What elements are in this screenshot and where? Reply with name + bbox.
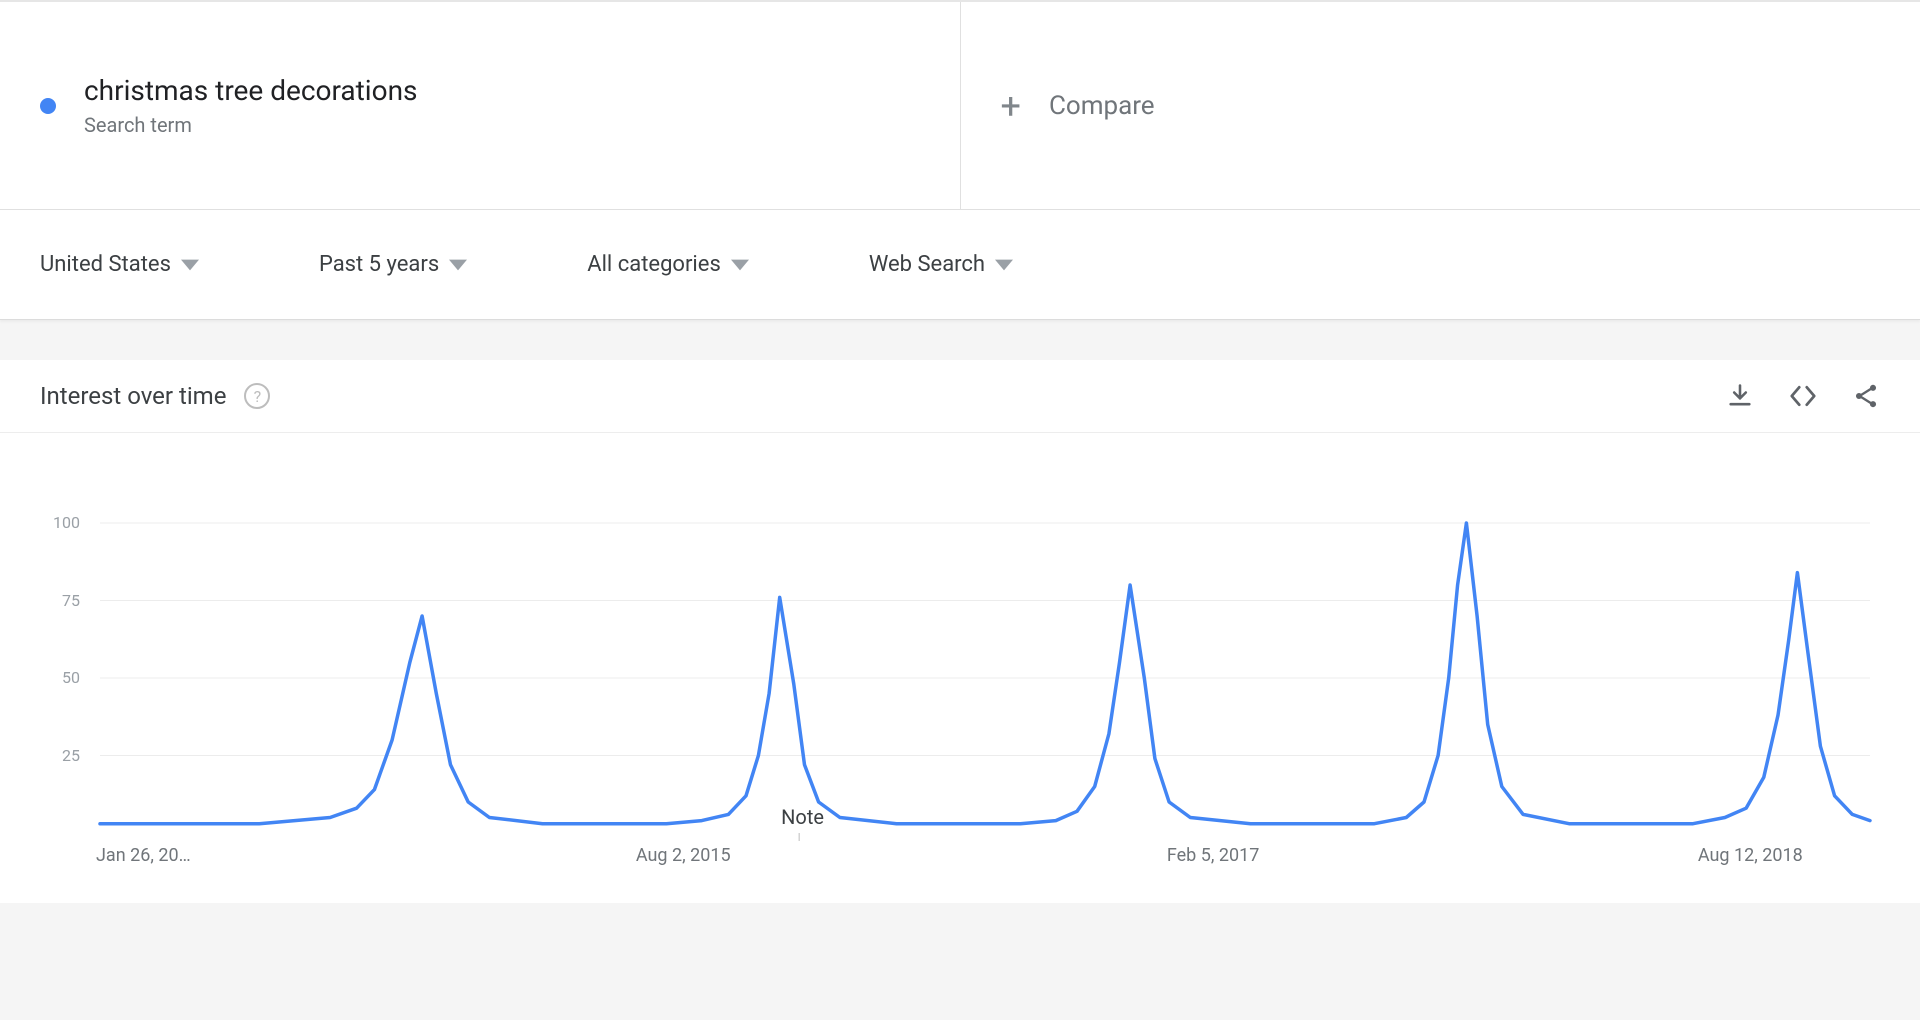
series-color-dot	[40, 98, 56, 114]
add-compare-button[interactable]: + Compare	[960, 2, 1920, 209]
x-tick-label: Jan 26, 20…	[96, 845, 191, 866]
filters-row: United States Past 5 years All categorie…	[0, 210, 1920, 320]
chart-header: Interest over time ?	[0, 360, 1920, 433]
filter-region-label: United States	[40, 252, 171, 277]
search-term-subtitle: Search term	[84, 113, 417, 137]
search-term-row: christmas tree decorations Search term +…	[0, 0, 1920, 210]
x-tick-label: Aug 2, 2015	[636, 845, 731, 866]
chevron-down-icon	[731, 259, 749, 271]
chevron-down-icon	[449, 259, 467, 271]
search-term-text: christmas tree decorations Search term	[84, 74, 417, 138]
filter-region[interactable]: United States	[40, 252, 199, 277]
chart-title: Interest over time	[40, 382, 226, 410]
y-tick-label: 25	[40, 746, 80, 765]
x-tick-label: Feb 5, 2017	[1167, 845, 1259, 866]
chart-note-label: Note	[781, 805, 824, 829]
help-icon[interactable]: ?	[244, 383, 270, 409]
filter-time-range[interactable]: Past 5 years	[319, 252, 467, 277]
search-term-card[interactable]: christmas tree decorations Search term	[0, 2, 960, 209]
filter-category[interactable]: All categories	[587, 252, 749, 277]
filter-search-type-label: Web Search	[869, 252, 985, 277]
embed-icon[interactable]	[1788, 382, 1818, 410]
y-tick-label: 50	[40, 668, 80, 687]
y-tick-label: 75	[40, 591, 80, 610]
interest-over-time-card: Interest over time ? 25 50 75 100 Jan 26, 20…	[0, 360, 1920, 903]
filter-time-range-label: Past 5 years	[319, 252, 439, 277]
filter-category-label: All categories	[587, 252, 721, 277]
search-term-name: christmas tree decorations	[84, 74, 417, 108]
chart-body: 25 50 75 100 Jan 26, 20… Aug 2, 2015 Feb 5, 20…	[0, 433, 1920, 903]
x-tick-label: Aug 12, 2018	[1698, 845, 1803, 866]
plus-icon: +	[1001, 88, 1021, 124]
share-icon[interactable]	[1852, 382, 1880, 410]
download-icon[interactable]	[1726, 382, 1754, 410]
chevron-down-icon	[995, 259, 1013, 271]
compare-label: Compare	[1049, 91, 1155, 121]
chart-plot-area[interactable]: 255075100Jan 26, 20…Aug 2, 2015Feb 5, 20…	[40, 523, 1880, 883]
filter-search-type[interactable]: Web Search	[869, 252, 1013, 277]
y-tick-label: 100	[40, 513, 80, 532]
line-chart-svg	[40, 523, 1880, 883]
chevron-down-icon	[181, 259, 199, 271]
chart-actions	[1726, 382, 1880, 410]
